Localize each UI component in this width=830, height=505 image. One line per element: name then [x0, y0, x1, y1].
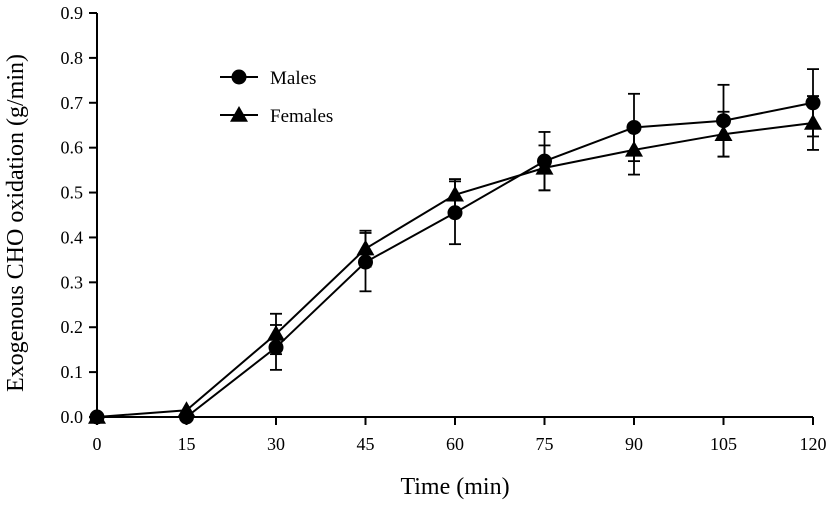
legend-label: Females — [270, 106, 333, 127]
x-tick-label: 90 — [625, 434, 643, 454]
legend-marker — [231, 69, 247, 85]
y-tick-label: 0.4 — [61, 227, 84, 247]
legend: Males Females — [220, 68, 333, 127]
plot-series — [88, 68, 822, 425]
data-point — [447, 205, 463, 221]
x-tick-label: 120 — [800, 434, 827, 454]
y-tick-label: 0.2 — [61, 317, 84, 337]
y-tick-label: 0.0 — [61, 407, 84, 427]
y-tick-label: 0.8 — [61, 48, 84, 68]
data-point — [88, 408, 106, 424]
data-point — [714, 125, 733, 141]
y-tick-label: 0.7 — [61, 93, 84, 113]
legend-marker — [230, 106, 248, 122]
data-point — [804, 113, 822, 130]
series-females — [88, 95, 822, 424]
data-point — [625, 140, 643, 157]
x-tick-label: 15 — [178, 434, 196, 454]
data-point — [356, 239, 375, 256]
y-tick-label: 0.9 — [61, 3, 84, 23]
y-tick-label: 0.6 — [61, 138, 84, 158]
data-point — [177, 401, 196, 418]
legend-item-females: Females — [220, 106, 333, 127]
y-tick-label: 0.3 — [61, 272, 84, 292]
x-tick-label: 0 — [93, 434, 102, 454]
x-tick-label: 60 — [446, 434, 464, 454]
legend-label: Males — [270, 68, 316, 89]
x-axis-title: Time (min) — [400, 474, 509, 500]
x-tick-label: 45 — [357, 434, 375, 454]
data-point — [535, 158, 554, 175]
data-point — [267, 324, 285, 341]
axes: 0.0 0.1 0.2 0.3 0.4 0.5 0.6 0.7 0.8 0.9 0 15 30 45 60 7… — [61, 3, 827, 454]
series-males — [89, 68, 821, 425]
series-line — [97, 101, 814, 418]
y-tick-label: 0.1 — [61, 362, 84, 382]
y-tick-label: 0.5 — [61, 183, 84, 203]
x-tick-label: 30 — [267, 434, 285, 454]
legend-item-males: Males — [220, 68, 316, 89]
y-axis-title: Exogenous CHO oxidation (g/min) — [3, 54, 29, 392]
x-tick-label: 75 — [536, 434, 554, 454]
data-point — [446, 185, 464, 202]
x-tick-label: 105 — [710, 434, 737, 454]
series-line — [96, 121, 814, 418]
